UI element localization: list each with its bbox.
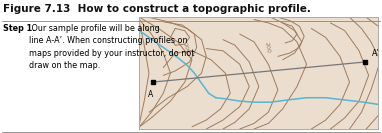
Text: Figure 7.13  How to construct a topographic profile.: Figure 7.13 How to construct a topograph…	[3, 4, 311, 14]
Text: 200: 200	[264, 41, 270, 54]
Text: Our sample profile will be along
line A-A’. When constructing profiles on
maps p: Our sample profile will be along line A-…	[29, 24, 194, 70]
Text: Step 1.: Step 1.	[3, 24, 35, 33]
Text: A’: A’	[372, 49, 380, 57]
Text: 200: 200	[182, 42, 190, 55]
Text: A: A	[147, 90, 153, 99]
